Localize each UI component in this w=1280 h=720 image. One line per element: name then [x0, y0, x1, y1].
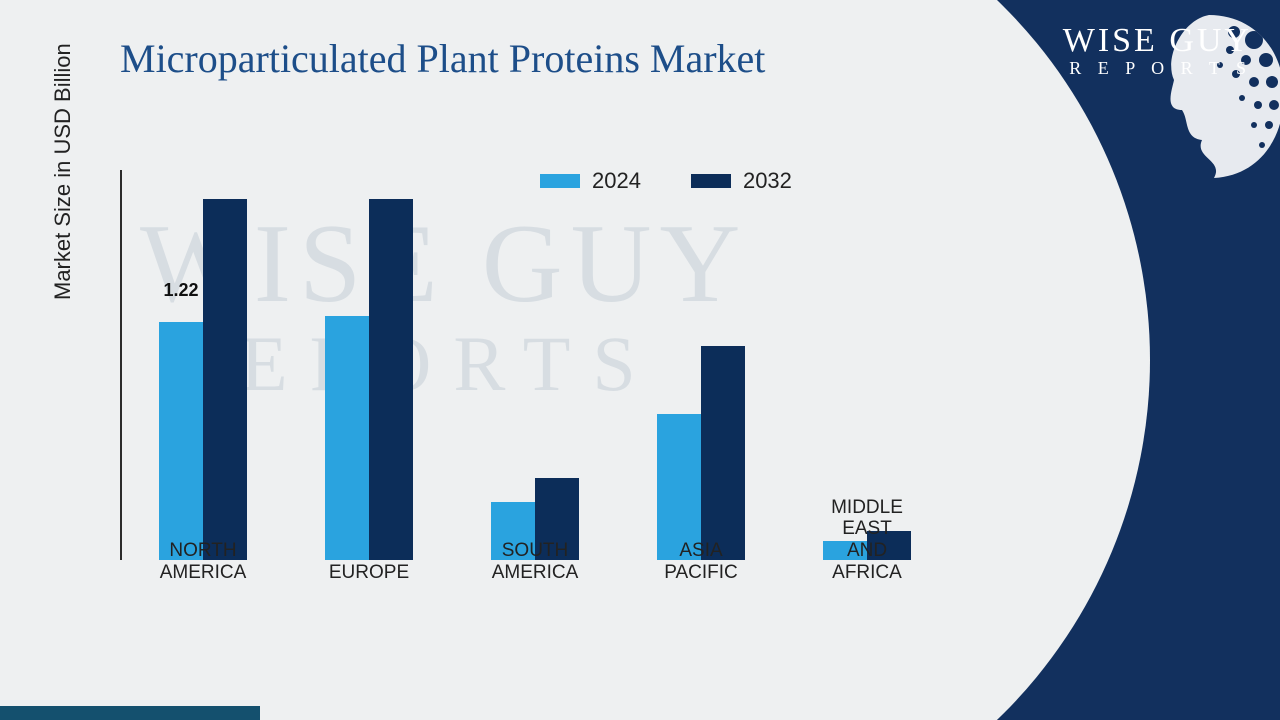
- bar: [325, 316, 369, 560]
- bar: [203, 199, 247, 560]
- bar: [369, 199, 413, 560]
- bottom-strip: [0, 706, 260, 720]
- bar-group: SOUTHAMERICA: [491, 478, 579, 560]
- logo-line2: R E P O R T S: [1063, 58, 1252, 79]
- logo-line1: WISE GUY: [1063, 22, 1252, 60]
- bar: [701, 346, 745, 561]
- bar-group: 1.22NORTHAMERICA: [159, 199, 247, 560]
- bar-value-label: 1.22: [163, 280, 198, 301]
- chart: Market Size in USD Billion 2024 2032 1.2…: [60, 160, 950, 680]
- x-axis-label: SOUTHAMERICA: [455, 540, 615, 584]
- chart-title: Microparticulated Plant Proteins Market: [120, 36, 800, 82]
- logo: WISE GUY R E P O R T S: [1063, 22, 1252, 79]
- x-axis-label: NORTHAMERICA: [123, 540, 283, 584]
- x-axis-label: EUROPE: [289, 562, 449, 584]
- bar-group: ASIAPACIFIC: [657, 346, 745, 561]
- bar: [159, 322, 203, 560]
- bar-group: MIDDLEEASTANDAFRICA: [823, 531, 911, 560]
- x-axis-label: ASIAPACIFIC: [621, 540, 781, 584]
- x-axis-label: MIDDLEEASTANDAFRICA: [787, 497, 947, 584]
- bar-group: EUROPE: [325, 199, 413, 560]
- y-axis-label: Market Size in USD Billion: [50, 43, 76, 300]
- bar: [657, 414, 701, 560]
- plot-area: 1.22NORTHAMERICA EUROPE SOUTHAMERICA ASIAPA…: [120, 170, 950, 560]
